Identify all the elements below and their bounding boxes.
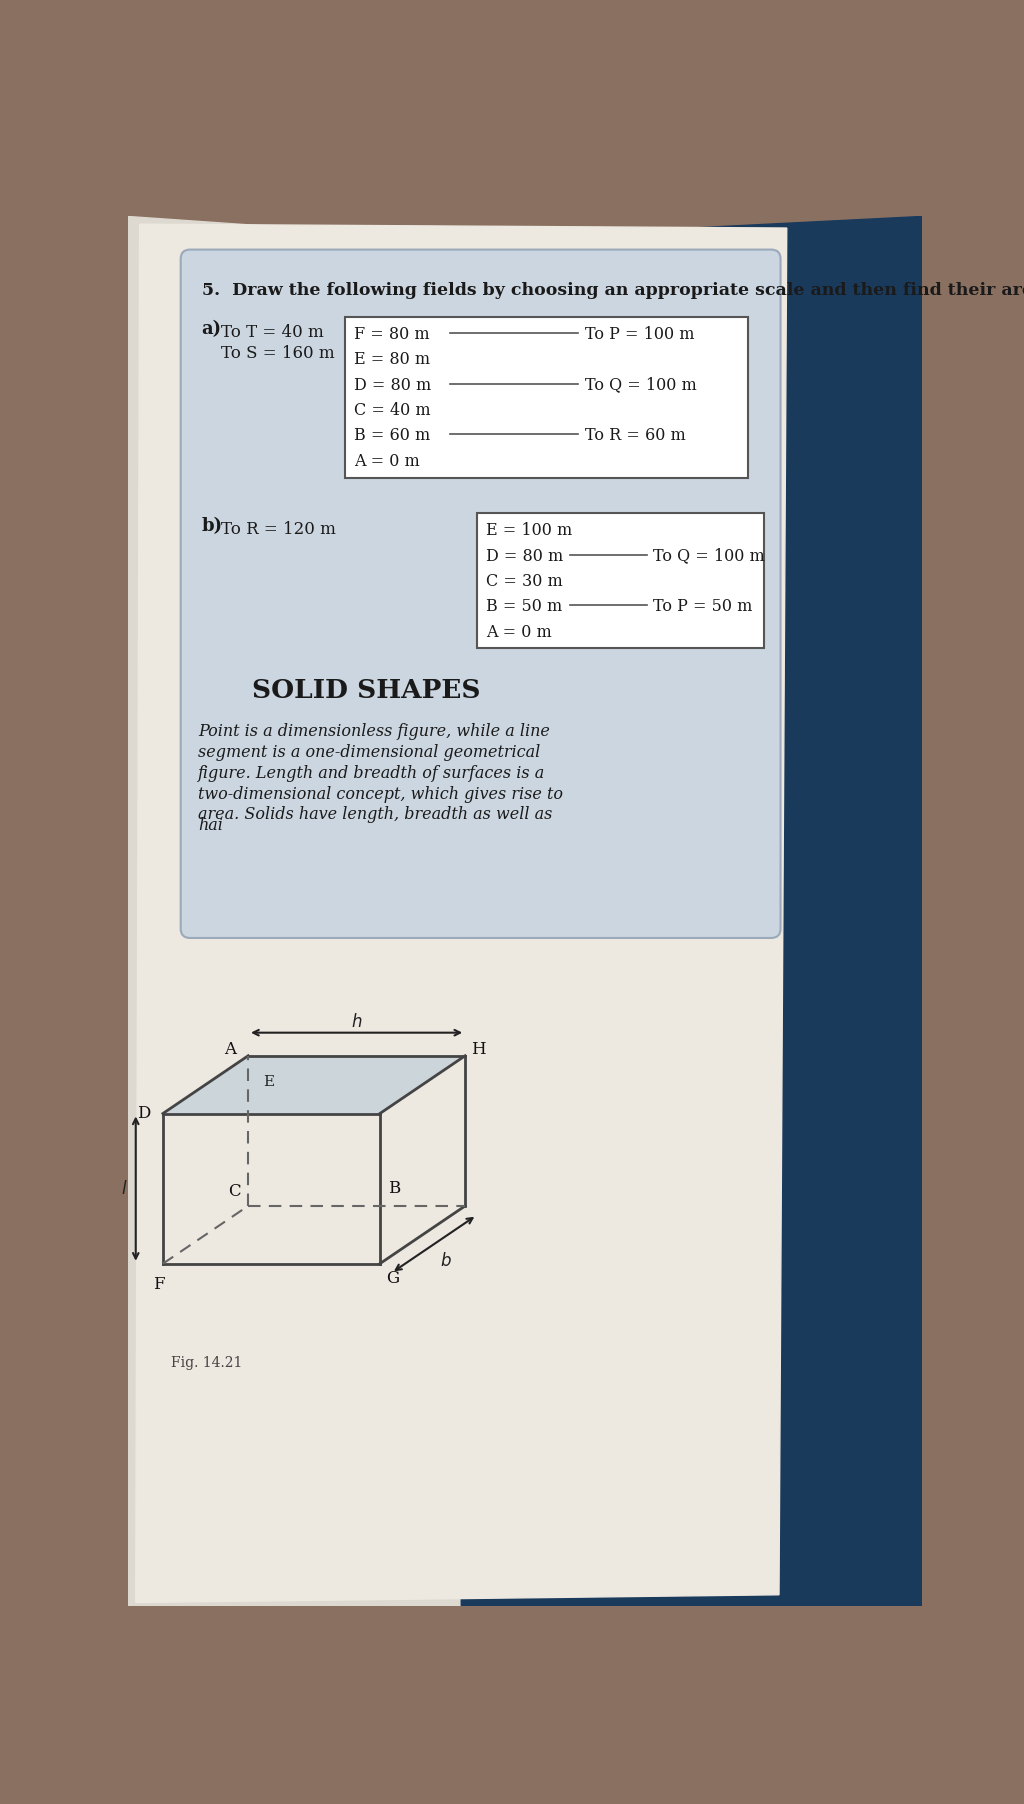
- Text: E = 100 m: E = 100 m: [486, 521, 572, 539]
- Text: D = 80 m: D = 80 m: [486, 548, 563, 565]
- Text: G: G: [386, 1270, 399, 1286]
- Text: F: F: [154, 1275, 165, 1293]
- Text: E: E: [263, 1075, 274, 1090]
- Text: To R = 60 m: To R = 60 m: [586, 428, 686, 444]
- Text: B = 60 m: B = 60 m: [354, 428, 430, 444]
- Text: A: A: [223, 1041, 236, 1059]
- Text: 5.  Draw the following fields by choosing an appropriate scale and then find the: 5. Draw the following fields by choosing…: [202, 281, 1024, 299]
- Polygon shape: [163, 1055, 465, 1113]
- Text: C: C: [227, 1183, 241, 1200]
- Bar: [477, 512, 764, 648]
- Text: SOLID SHAPES: SOLID SHAPES: [252, 678, 480, 704]
- Text: two-dimensional concept, which gives rise to: two-dimensional concept, which gives ris…: [198, 785, 563, 803]
- Text: a): a): [202, 321, 222, 339]
- Text: B: B: [388, 1180, 400, 1198]
- Text: To T = 40 m: To T = 40 m: [221, 325, 324, 341]
- Text: To P = 100 m: To P = 100 m: [586, 327, 694, 343]
- Text: To S = 160 m: To S = 160 m: [221, 345, 335, 363]
- Text: D: D: [137, 1106, 151, 1122]
- Text: B = 50 m: B = 50 m: [486, 599, 562, 615]
- Text: b: b: [440, 1252, 451, 1270]
- Text: D = 80 m: D = 80 m: [354, 377, 431, 393]
- Text: area. Solids have length, breadth as well as: area. Solids have length, breadth as wel…: [198, 806, 552, 823]
- Polygon shape: [136, 224, 786, 1602]
- Text: h: h: [351, 1012, 361, 1030]
- Bar: [345, 316, 748, 478]
- FancyBboxPatch shape: [180, 249, 780, 938]
- Text: To Q = 100 m: To Q = 100 m: [653, 548, 765, 565]
- Text: F = 80 m: F = 80 m: [354, 327, 430, 343]
- Text: segment is a one-dimensional geometrical: segment is a one-dimensional geometrical: [198, 743, 540, 761]
- Text: Point is a dimensionless figure, while a line: Point is a dimensionless figure, while a…: [198, 723, 550, 740]
- Text: C = 30 m: C = 30 m: [486, 574, 563, 590]
- Text: b): b): [202, 516, 223, 534]
- Text: Fig. 14.21: Fig. 14.21: [171, 1357, 242, 1369]
- Text: figure. Length and breadth of surfaces is a: figure. Length and breadth of surfaces i…: [198, 765, 545, 781]
- Text: l: l: [121, 1180, 126, 1198]
- Polygon shape: [461, 216, 922, 1606]
- Text: To R = 120 m: To R = 120 m: [221, 521, 336, 538]
- Text: E = 80 m: E = 80 m: [354, 352, 430, 368]
- Text: hai: hai: [198, 817, 222, 833]
- Text: A = 0 m: A = 0 m: [354, 453, 420, 469]
- Text: To Q = 100 m: To Q = 100 m: [586, 377, 697, 393]
- Text: To P = 50 m: To P = 50 m: [653, 599, 753, 615]
- Text: H: H: [471, 1041, 486, 1059]
- Polygon shape: [128, 216, 461, 1606]
- Text: A = 0 m: A = 0 m: [486, 624, 552, 640]
- Text: C = 40 m: C = 40 m: [354, 402, 431, 419]
